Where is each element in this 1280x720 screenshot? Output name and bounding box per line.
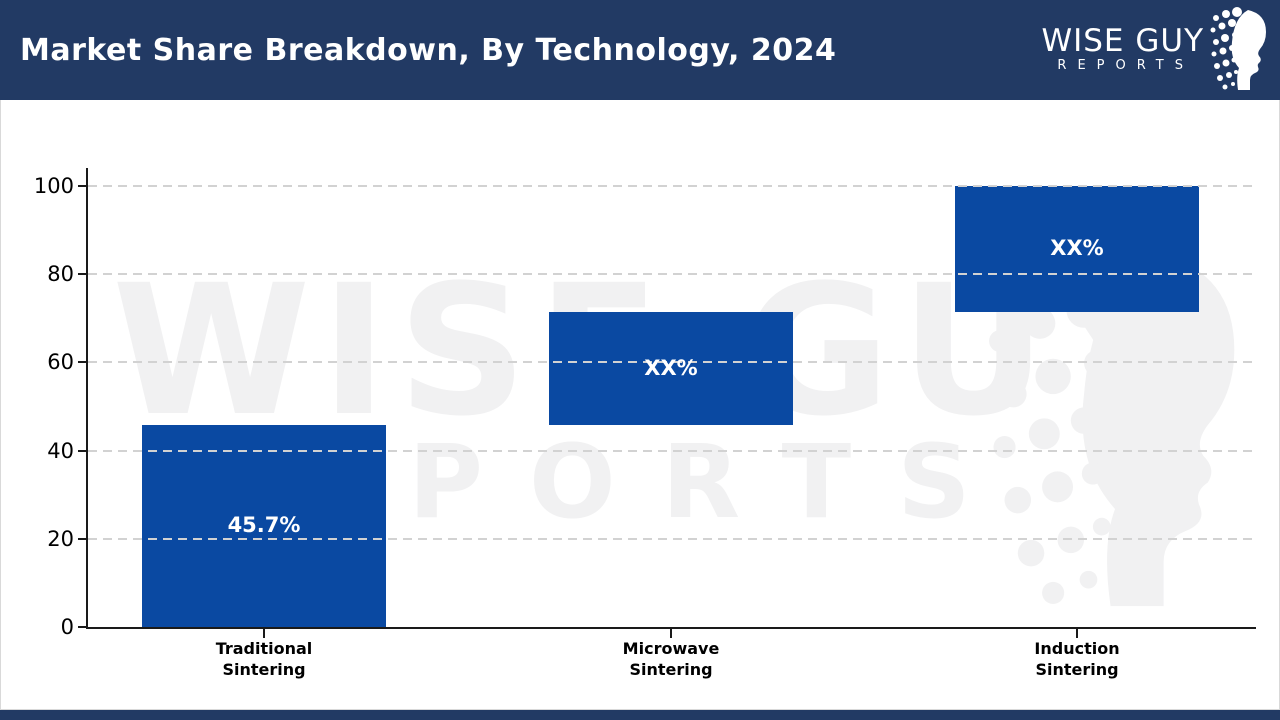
x-tick-label-line: Sintering — [629, 660, 713, 679]
y-tick-label-100: 100 — [33, 174, 74, 198]
y-tick-mark-100 — [78, 185, 87, 187]
gridline-100 — [88, 185, 1254, 187]
wise-guy-reports-logo: WISE GUY REPORTS — [1041, 6, 1270, 92]
gridline-80 — [88, 273, 1254, 276]
y-tick-label-40: 40 — [47, 438, 74, 463]
x-tick-mark-induction-sintering — [1076, 629, 1078, 638]
x-tick-label-line: Induction — [1034, 639, 1120, 658]
bar-value-label-induction-sintering: XX% — [1050, 235, 1104, 260]
x-tick-label-microwave-sintering: Microwave Sintering — [551, 638, 791, 680]
logo-brand-subtitle: REPORTS — [1057, 58, 1195, 73]
x-tick-label-traditional-sintering: Traditional Sintering — [144, 638, 384, 680]
x-tick-mark-microwave-sintering — [670, 629, 672, 638]
y-axis-line — [86, 168, 88, 629]
bar-value-label-microwave-sintering: XX% — [644, 355, 698, 380]
bar-induction-sintering — [955, 186, 1199, 312]
x-tick-label-line: Sintering — [222, 660, 306, 679]
x-tick-label-line: Traditional — [215, 639, 313, 658]
logo-brand-name: WISE GUY — [1041, 23, 1204, 59]
x-tick-label-line: Sintering — [1035, 660, 1119, 679]
gridline-40 — [88, 449, 1254, 452]
x-tick-mark-traditional-sintering — [263, 629, 265, 638]
y-tick-label-20: 20 — [47, 526, 74, 551]
watermark-face-icon — [989, 239, 1235, 607]
y-tick-mark-60 — [78, 361, 87, 364]
logo-text: WISE GUY REPORTS — [1041, 24, 1204, 74]
y-tick-label-60: 60 — [47, 350, 74, 375]
y-tick-label-80: 80 — [47, 262, 74, 287]
x-axis-line — [86, 627, 1256, 629]
gridline-20 — [88, 537, 1254, 540]
bar-traditional-sintering — [142, 425, 386, 627]
bar-microwave-sintering — [549, 311, 793, 426]
x-tick-label-line: Microwave — [622, 639, 720, 658]
y-tick-label-0: 0 — [60, 615, 74, 639]
gridline-60 — [88, 361, 1254, 364]
y-tick-mark-80 — [78, 273, 87, 276]
footer-bar — [0, 710, 1280, 720]
header-bar: Market Share Breakdown, By Technology, 2… — [0, 0, 1280, 100]
y-tick-mark-20 — [78, 537, 87, 540]
chart-title: Market Share Breakdown, By Technology, 2… — [20, 32, 837, 68]
x-tick-label-induction-sintering: Induction Sintering — [957, 638, 1197, 680]
y-tick-mark-0 — [78, 626, 87, 628]
logo-face-icon — [1210, 7, 1266, 90]
bar-value-label-traditional-sintering: 45.7% — [227, 513, 301, 538]
y-tick-mark-40 — [78, 449, 87, 452]
